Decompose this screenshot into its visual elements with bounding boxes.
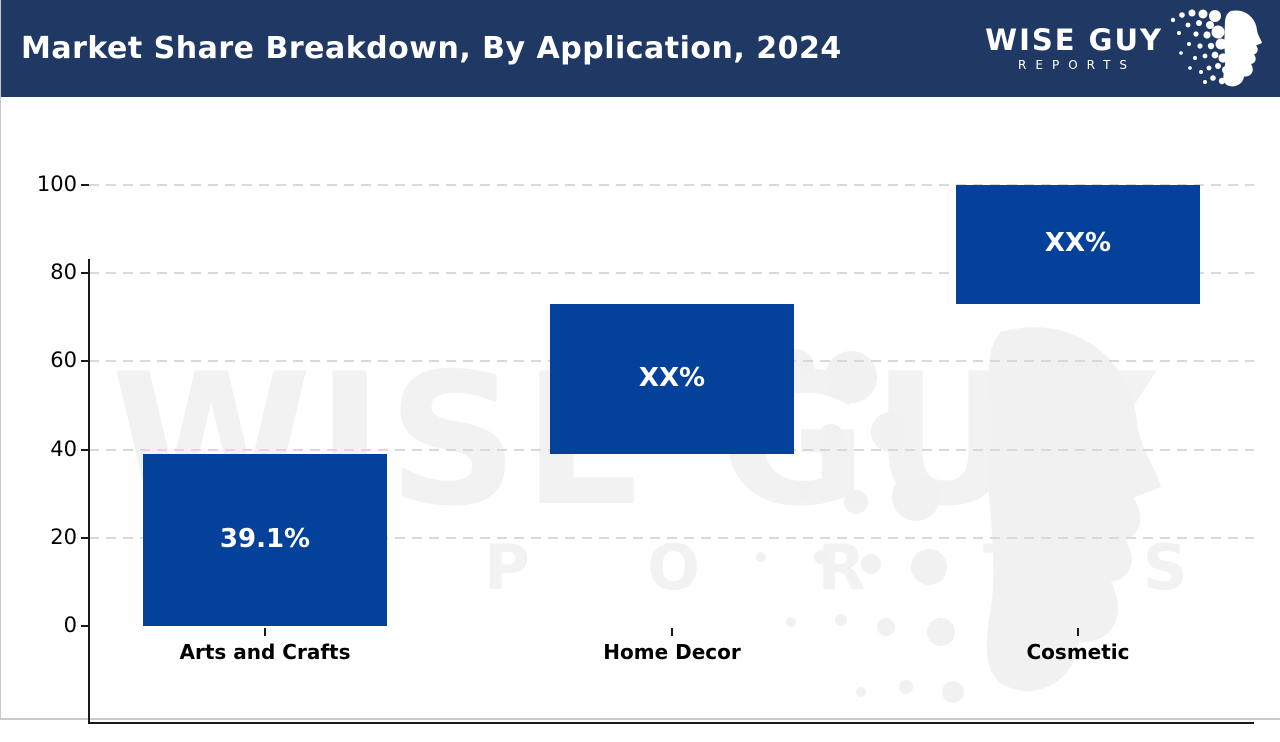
- bar-arts-and-crafts: [143, 453, 387, 626]
- y-tick-mark: [81, 360, 89, 363]
- x-axis-spine: [88, 722, 1254, 724]
- bar-value-label: 39.1%: [219, 523, 311, 554]
- x-tick-label: Arts and Crafts: [179, 640, 351, 664]
- x-tick-mark: [264, 628, 266, 636]
- header-bar: Market Share Breakdown, By Application, …: [1, 0, 1280, 97]
- y-tick-label: 100: [36, 172, 77, 196]
- y-tick-mark: [81, 625, 89, 627]
- y-tick-mark: [81, 184, 89, 186]
- y-tick-mark: [81, 448, 89, 451]
- gridline-100: [89, 184, 1254, 186]
- brand-subname: REPORTS: [1018, 57, 1137, 72]
- x-tick-mark: [671, 628, 673, 636]
- brand-logo: WISE GUY REPORTS: [985, 6, 1280, 92]
- brand-logo-text: WISE GUY REPORTS: [985, 23, 1163, 72]
- x-tick-label: Home Decor: [603, 640, 741, 664]
- y-tick-mark: [81, 536, 89, 539]
- brand-name: WISE GUY: [985, 23, 1163, 58]
- y-tick-mark: [81, 272, 89, 275]
- y-tick-label: 40: [50, 436, 77, 461]
- bar-home-decor: [550, 303, 794, 454]
- wiseguy-face-icon: [1170, 9, 1262, 86]
- x-tick-label: Cosmetic: [1026, 640, 1130, 664]
- y-axis-spine: [88, 259, 90, 724]
- x-tick-mark: [1077, 628, 1079, 636]
- bar-cosmetic: [956, 185, 1200, 304]
- gridline-80: [89, 272, 1254, 275]
- chart-area: WISE GUY R E P O R T S 0 20 40 60 80 100 Arts …: [1, 97, 1280, 724]
- bar-value-label: XX%: [1044, 228, 1112, 259]
- y-tick-label: 20: [50, 524, 77, 549]
- y-tick-label: 60: [50, 348, 77, 373]
- y-tick-label: 0: [63, 613, 77, 637]
- bar-value-label: XX%: [638, 362, 706, 393]
- gridline-20: [89, 536, 1254, 539]
- page-title: Market Share Breakdown, By Application, …: [21, 31, 842, 66]
- y-tick-label: 80: [50, 260, 77, 285]
